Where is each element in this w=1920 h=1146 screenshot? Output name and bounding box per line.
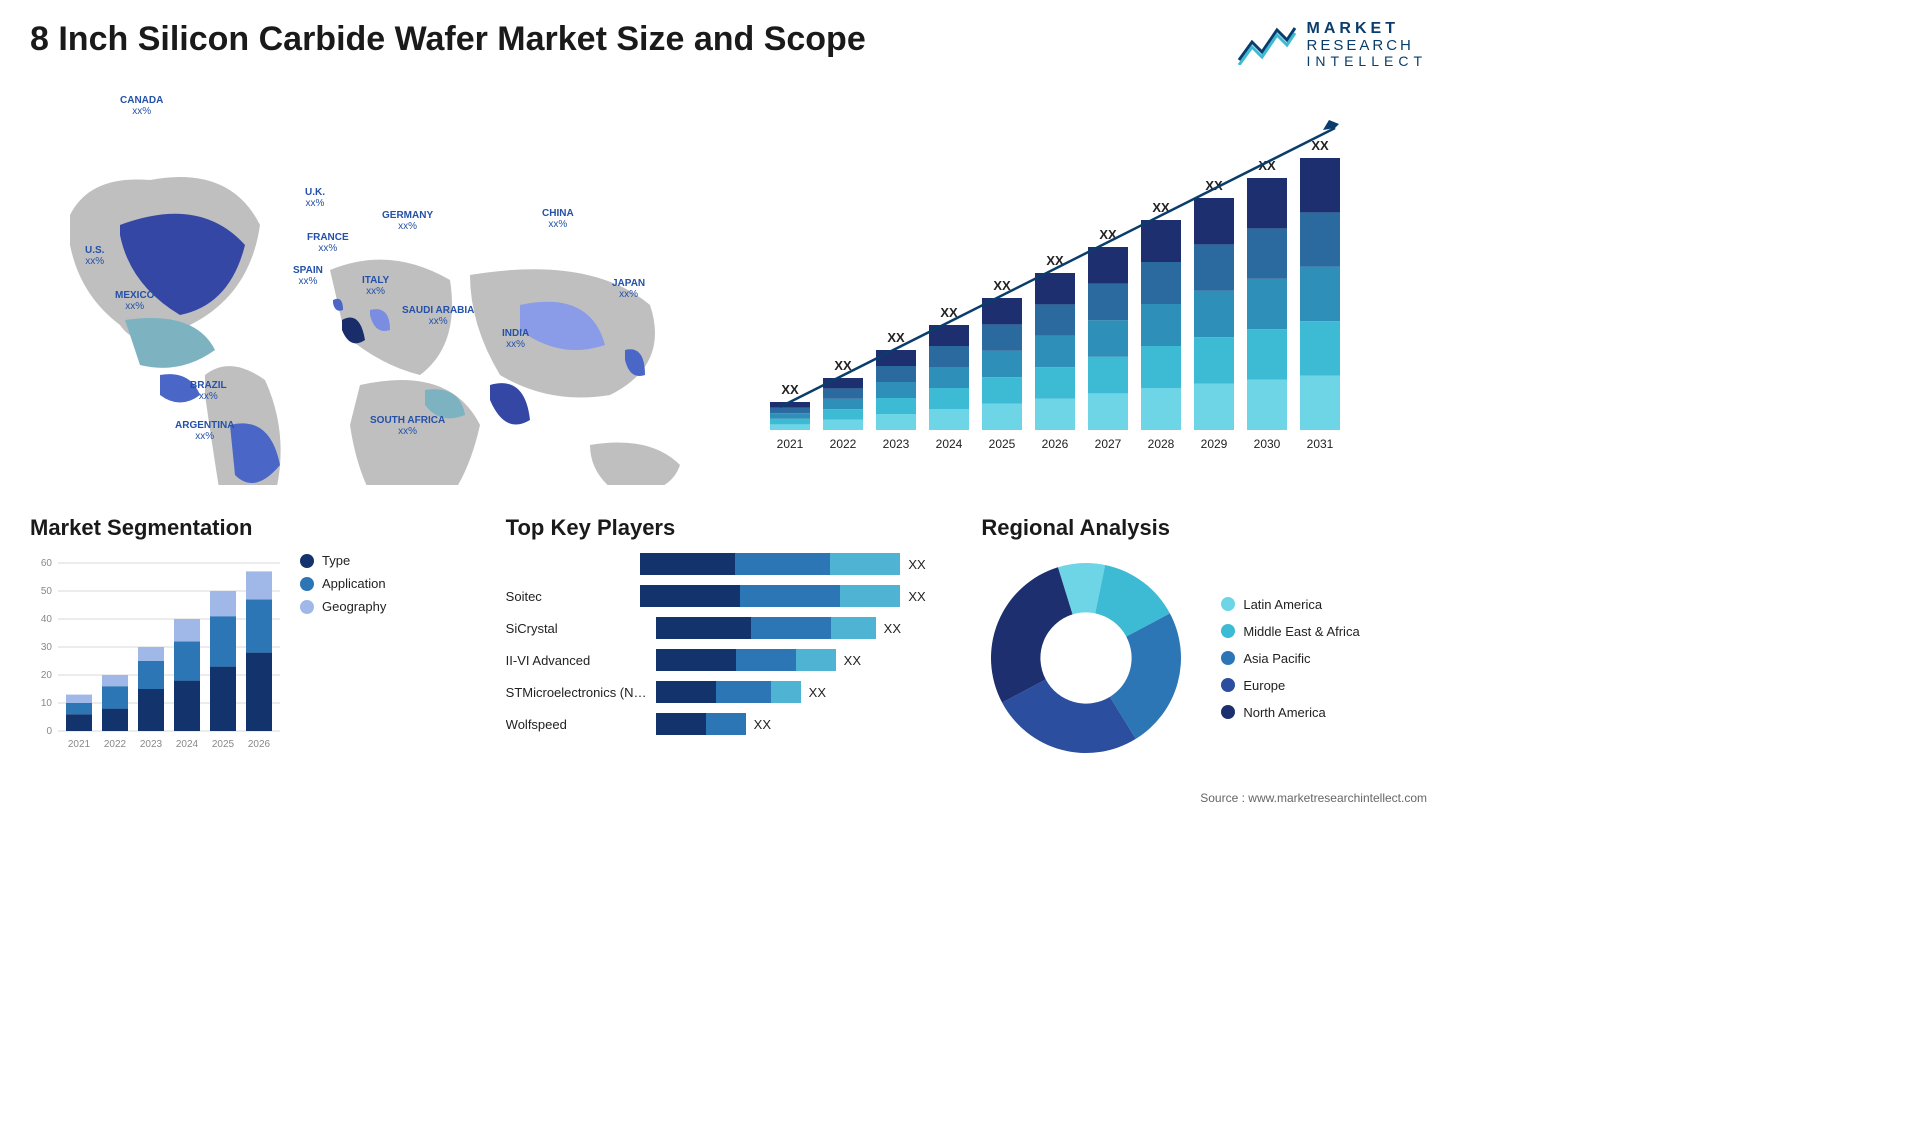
svg-text:30: 30	[41, 642, 53, 653]
brand-logo: MARKET RESEARCH INTELLECT	[1237, 20, 1427, 70]
player-label: Wolfspeed	[506, 717, 656, 732]
segmentation-panel: Market Segmentation 0 10 20 30 40 50 60 2021 202…	[30, 515, 476, 763]
svg-text:2028: 2028	[1148, 437, 1175, 451]
svg-text:XX: XX	[781, 382, 799, 397]
segmentation-chart: 0 10 20 30 40 50 60 2021 2022 2023 2024 2025 2026	[30, 553, 280, 753]
region-legend-north-america: North America	[1221, 705, 1359, 720]
svg-text:2025: 2025	[212, 739, 235, 750]
players-title: Top Key Players	[506, 515, 952, 541]
source-attribution: Source : www.marketresearchintellect.com	[1200, 791, 1427, 805]
player-label: Soitec	[506, 589, 641, 604]
svg-text:2022: 2022	[104, 739, 127, 750]
svg-text:2024: 2024	[936, 437, 963, 451]
svg-text:2031: 2031	[1307, 437, 1334, 451]
region-legend-europe: Europe	[1221, 678, 1359, 693]
regional-legend: Latin America Middle East & Africa Asia Pa…	[1221, 597, 1359, 720]
segmentation-legend: Type Application Geography	[300, 553, 386, 614]
svg-text:0: 0	[46, 726, 52, 737]
region-legend-asia-pacific: Asia Pacific	[1221, 651, 1359, 666]
map-label-saudi-arabia: SAUDI ARABIAxx%	[402, 305, 474, 327]
map-label-china: CHINAxx%	[542, 208, 574, 230]
regional-donut	[981, 553, 1191, 763]
svg-text:2026: 2026	[1042, 437, 1069, 451]
svg-text:2025: 2025	[989, 437, 1016, 451]
regional-title: Regional Analysis	[981, 515, 1427, 541]
logo-line-2: RESEARCH	[1307, 38, 1427, 54]
logo-line-3: INTELLECT	[1307, 54, 1427, 69]
svg-text:2029: 2029	[1201, 437, 1228, 451]
seg-legend-type: Type	[300, 553, 386, 568]
logo-icon	[1237, 20, 1297, 70]
svg-text:60: 60	[41, 558, 53, 569]
svg-text:2030: 2030	[1254, 437, 1281, 451]
player-label: II-VI Advanced	[506, 653, 656, 668]
growth-bar-chart: XX2021XX2022XX2023XX2024XX2025XX2026XX20…	[750, 95, 1427, 465]
map-label-italy: ITALYxx%	[362, 275, 389, 297]
player-row: II-VI AdvancedXX	[506, 649, 926, 671]
region-legend-latin-america: Latin America	[1221, 597, 1359, 612]
player-label: SiCrystal	[506, 621, 656, 636]
region-legend-middle-east-africa: Middle East & Africa	[1221, 624, 1359, 639]
svg-text:50: 50	[41, 586, 53, 597]
svg-text:2021: 2021	[777, 437, 804, 451]
map-label-south-africa: SOUTH AFRICAxx%	[370, 415, 445, 437]
player-row: STMicroelectronics (NorstelXX	[506, 681, 926, 703]
players-panel: Top Key Players XX SoitecXX SiCrystalXX II-…	[506, 515, 952, 763]
page-title: 8 Inch Silicon Carbide Wafer Market Size…	[30, 20, 866, 59]
map-label-u.k.: U.K.xx%	[305, 187, 325, 209]
svg-text:2022: 2022	[830, 437, 857, 451]
players-chart: XX SoitecXX SiCrystalXX II-VI AdvancedXX STM…	[506, 553, 926, 735]
map-label-germany: GERMANYxx%	[382, 210, 433, 232]
segmentation-title: Market Segmentation	[30, 515, 476, 541]
map-label-mexico: MEXICOxx%	[115, 290, 154, 312]
player-row: WolfspeedXX	[506, 713, 926, 735]
map-label-u.s.: U.S.xx%	[85, 245, 104, 267]
svg-text:10: 10	[41, 698, 53, 709]
svg-text:2024: 2024	[176, 739, 199, 750]
player-row: SoitecXX	[506, 585, 926, 607]
logo-line-1: MARKET	[1307, 21, 1427, 38]
map-label-india: INDIAxx%	[502, 328, 529, 350]
map-label-canada: CANADAxx%	[120, 95, 163, 117]
map-label-brazil: BRAZILxx%	[190, 380, 227, 402]
svg-text:2027: 2027	[1095, 437, 1122, 451]
svg-text:XX: XX	[993, 278, 1011, 293]
map-label-japan: JAPANxx%	[612, 278, 645, 300]
player-row: SiCrystalXX	[506, 617, 926, 639]
svg-text:40: 40	[41, 614, 53, 625]
map-label-argentina: ARGENTINAxx%	[175, 420, 234, 442]
seg-legend-application: Application	[300, 576, 386, 591]
player-row: XX	[506, 553, 926, 575]
svg-text:XX: XX	[887, 330, 905, 345]
map-label-france: FRANCExx%	[307, 232, 349, 254]
seg-legend-geography: Geography	[300, 599, 386, 614]
svg-text:2023: 2023	[883, 437, 910, 451]
svg-text:2026: 2026	[248, 739, 271, 750]
regional-panel: Regional Analysis Latin America Middle Ea…	[981, 515, 1427, 763]
svg-text:20: 20	[41, 670, 53, 681]
svg-text:2021: 2021	[68, 739, 91, 750]
map-label-spain: SPAINxx%	[293, 265, 323, 287]
svg-text:2023: 2023	[140, 739, 163, 750]
svg-text:XX: XX	[1311, 138, 1329, 153]
world-map: CANADAxx% U.S.xx% MEXICOxx% BRAZILxx% ARGENT…	[30, 95, 710, 485]
player-label: STMicroelectronics (Norstel	[506, 685, 656, 700]
